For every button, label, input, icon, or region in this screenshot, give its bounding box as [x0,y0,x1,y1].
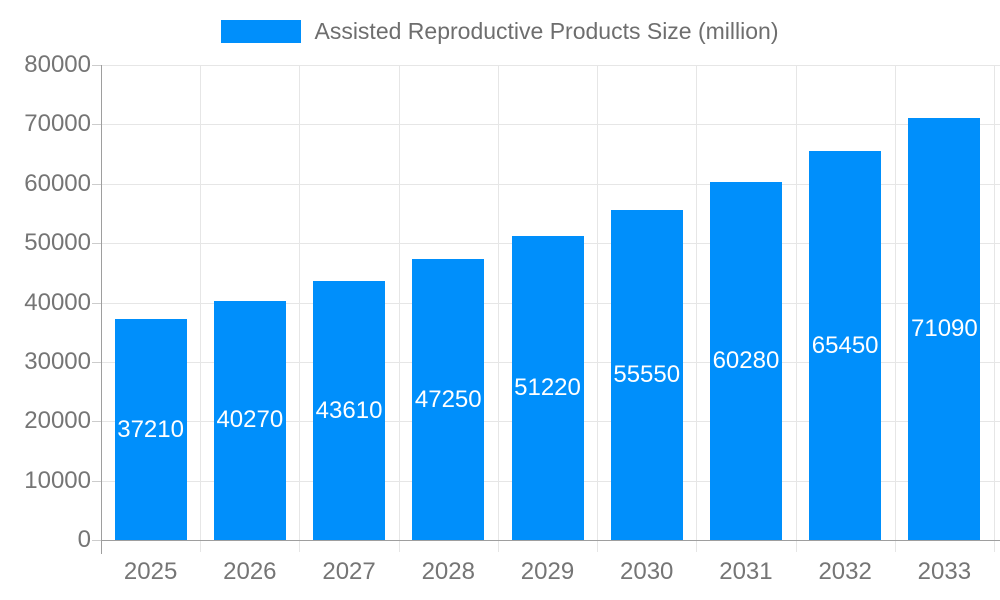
x-axis-label: 2032 [818,558,872,585]
bar-value-label: 43610 [315,396,383,424]
bar-2031: 60280 [709,182,782,540]
x-gridline [597,65,599,552]
x-axis-label: 2025 [123,558,178,585]
x-gridline [696,65,698,552]
bar-value-label: 51220 [514,373,581,401]
y-axis-label: 50000 [24,229,91,257]
y-axis-label: 0 [77,526,91,553]
x-axis-label: 2027 [322,558,376,585]
y-axis-tick [92,302,101,304]
bar-value-label: 37210 [117,415,184,443]
bar-2033: 71090 [908,117,981,540]
y-axis-tick [92,124,101,126]
x-axis-label: 2033 [917,558,972,585]
x-gridline [795,65,797,552]
bar-value-label: 47250 [414,385,482,413]
bar-2027: 43610 [313,281,386,540]
y-axis-label: 80000 [24,51,91,78]
x-axis-label: 2026 [223,558,277,585]
bar-value-label: 65450 [811,331,879,359]
x-axis-label: 2031 [719,558,773,585]
y-gridline [101,65,1000,66]
y-axis-label: 40000 [24,288,91,316]
bar-2028: 47250 [412,259,485,540]
y-gridline [101,124,1000,126]
bar-2032: 65450 [809,151,882,540]
x-gridline [299,65,301,552]
y-axis-label: 10000 [24,466,91,494]
bar-2026: 40270 [213,300,286,540]
x-axis-label: 2030 [620,558,674,585]
y-axis-tick [92,183,101,185]
y-axis-line [101,65,102,554]
y-axis-tick [92,421,101,423]
y-axis-tick [92,243,101,245]
bar-2025: 37210 [114,319,187,540]
bar-2029: 51220 [511,235,584,540]
bar-value-label: 40270 [216,406,284,434]
bar-value-label: 60280 [712,347,780,375]
x-axis-label: 2029 [520,558,575,585]
legend-swatch [221,20,302,43]
y-axis-label: 20000 [24,407,91,435]
bar-value-label: 71090 [911,314,978,342]
y-axis-tick [92,540,101,541]
x-gridline [398,65,400,552]
chart-legend: Assisted Reproductive Products Size (mil… [0,20,1000,43]
x-axis-line [101,540,1000,541]
y-axis-tick [92,480,101,482]
bar-2030: 55550 [610,210,683,540]
x-axis-label: 2028 [421,558,475,585]
x-gridline [894,65,896,552]
y-axis-label: 30000 [24,347,91,375]
y-axis-tick [92,361,101,363]
x-gridline [200,65,202,552]
legend-label: Assisted Reproductive Products Size (mil… [314,18,779,44]
bar-value-label: 55550 [613,361,681,389]
y-gridline [101,183,1000,185]
y-axis-label: 70000 [24,110,91,138]
y-axis-label: 60000 [24,169,91,197]
x-gridline [994,65,995,552]
x-gridline [497,65,499,552]
y-axis-tick [92,65,101,66]
